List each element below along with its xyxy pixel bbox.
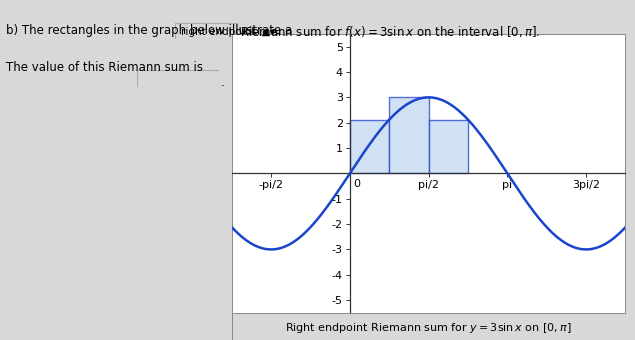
Text: The value of this Riemann sum is: The value of this Riemann sum is <box>6 61 203 74</box>
Text: Riemann sum for $f(x) = 3\sin x$ on the interval $[0, \pi]$.: Riemann sum for $f(x) = 3\sin x$ on the … <box>240 24 540 39</box>
Bar <box>429 120 468 173</box>
Text: b) The rectangles in the graph below illustrate a: b) The rectangles in the graph below ill… <box>6 24 293 37</box>
Text: .: . <box>221 76 225 89</box>
Text: right endpoint  ▲▾: right endpoint ▲▾ <box>181 27 275 37</box>
Text: Right endpoint Riemann sum for $y = 3 \sin x$ on $[0, \pi]$: Right endpoint Riemann sum for $y = 3 \s… <box>285 321 572 335</box>
Text: 0: 0 <box>354 179 361 189</box>
Bar <box>389 97 429 173</box>
Bar <box>350 120 389 173</box>
Bar <box>232 34 625 313</box>
